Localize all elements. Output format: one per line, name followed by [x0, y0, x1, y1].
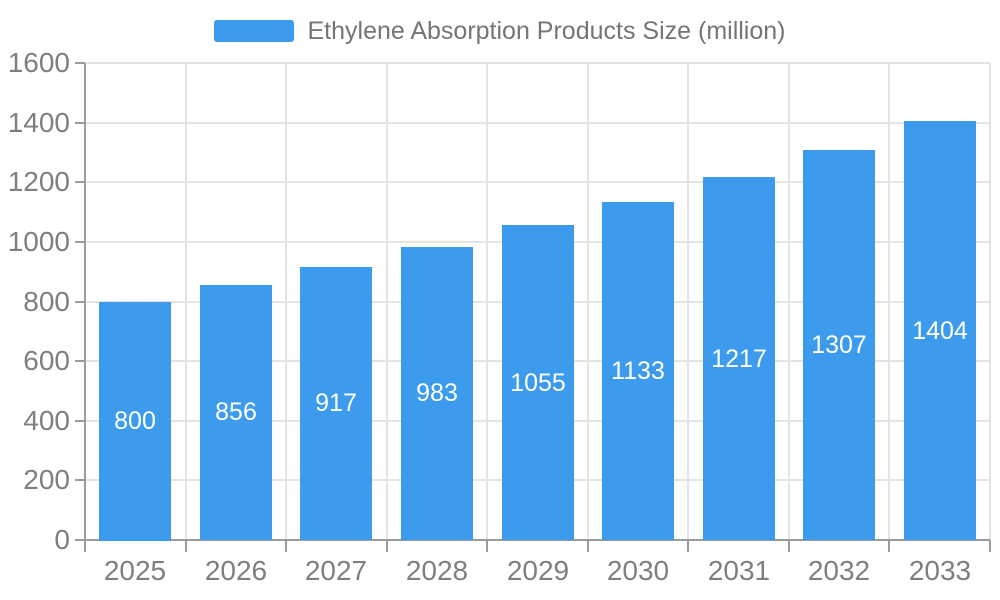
- x-axis-tick: [888, 540, 890, 552]
- x-gridline: [587, 63, 589, 540]
- x-axis-label: 2029: [506, 555, 570, 586]
- y-axis-tick: [75, 420, 85, 422]
- bar-value-label: 1404: [912, 317, 968, 345]
- bar-2025[interactable]: [99, 302, 171, 541]
- y-gridline: [85, 62, 990, 64]
- bar-2028[interactable]: [401, 247, 473, 540]
- y-axis-tick: [75, 122, 85, 124]
- y-axis-label: 400: [23, 405, 70, 436]
- bar-2027[interactable]: [300, 267, 372, 540]
- x-axis-tick: [285, 540, 287, 552]
- y-axis-line: [84, 63, 86, 540]
- y-axis-label: 200: [23, 464, 70, 495]
- legend-label: Ethylene Absorption Products Size (milli…: [307, 17, 786, 45]
- x-axis-tick: [185, 540, 187, 552]
- x-axis-tick: [989, 540, 991, 552]
- y-axis-label: 1600: [7, 47, 70, 78]
- bar-value-label: 856: [215, 398, 257, 426]
- x-axis-label: 2031: [707, 555, 771, 586]
- bar-value-label: 1217: [711, 345, 767, 373]
- bar-2030[interactable]: [602, 202, 674, 540]
- x-axis-tick: [84, 540, 86, 552]
- y-axis-label: 0: [54, 524, 70, 555]
- x-axis-label: 2032: [807, 555, 871, 586]
- x-gridline: [185, 63, 187, 540]
- x-axis-label: 2027: [304, 555, 368, 586]
- bar-2031[interactable]: [703, 177, 775, 540]
- x-gridline: [285, 63, 287, 540]
- y-axis-tick: [75, 241, 85, 243]
- y-axis-label: 1400: [7, 107, 70, 138]
- y-axis-label: 1200: [7, 166, 70, 197]
- y-gridline: [85, 122, 990, 124]
- x-axis-tick: [587, 540, 589, 552]
- y-axis-tick: [75, 62, 85, 64]
- bar-value-label: 1307: [811, 331, 867, 359]
- bar-value-label: 800: [114, 407, 156, 435]
- legend-swatch: [214, 20, 295, 42]
- y-axis-tick: [75, 360, 85, 362]
- x-gridline: [486, 63, 488, 540]
- bar-2032[interactable]: [803, 150, 875, 540]
- x-axis-label: 2026: [204, 555, 268, 586]
- bar-value-label: 983: [416, 379, 458, 407]
- x-axis-tick: [687, 540, 689, 552]
- x-axis-line: [75, 539, 990, 541]
- y-axis-tick: [75, 181, 85, 183]
- y-axis-label: 800: [23, 286, 70, 317]
- x-axis-label: 2025: [103, 555, 167, 586]
- x-axis-label: 2030: [606, 555, 670, 586]
- x-gridline: [788, 63, 790, 540]
- x-axis-tick: [788, 540, 790, 552]
- x-gridline: [989, 63, 991, 540]
- bar-value-label: 1133: [611, 357, 665, 385]
- y-axis-tick: [75, 301, 85, 303]
- x-axis-label: 2028: [405, 555, 469, 586]
- x-axis-tick: [486, 540, 488, 552]
- legend-item[interactable]: Ethylene Absorption Products Size (milli…: [0, 13, 1000, 49]
- bar-2026[interactable]: [200, 285, 272, 540]
- bar-value-label: 1055: [510, 369, 566, 397]
- bar-value-label: 917: [315, 389, 357, 417]
- y-gridline: [85, 181, 990, 183]
- x-axis-label: 2033: [908, 555, 972, 586]
- x-gridline: [888, 63, 890, 540]
- x-gridline: [386, 63, 388, 540]
- x-gridline: [687, 63, 689, 540]
- y-axis-tick: [75, 479, 85, 481]
- bar-2029[interactable]: [502, 225, 574, 540]
- bar-2033[interactable]: [904, 121, 976, 540]
- x-axis-tick: [386, 540, 388, 552]
- y-axis-label: 600: [23, 345, 70, 376]
- y-axis-label: 1000: [7, 226, 70, 257]
